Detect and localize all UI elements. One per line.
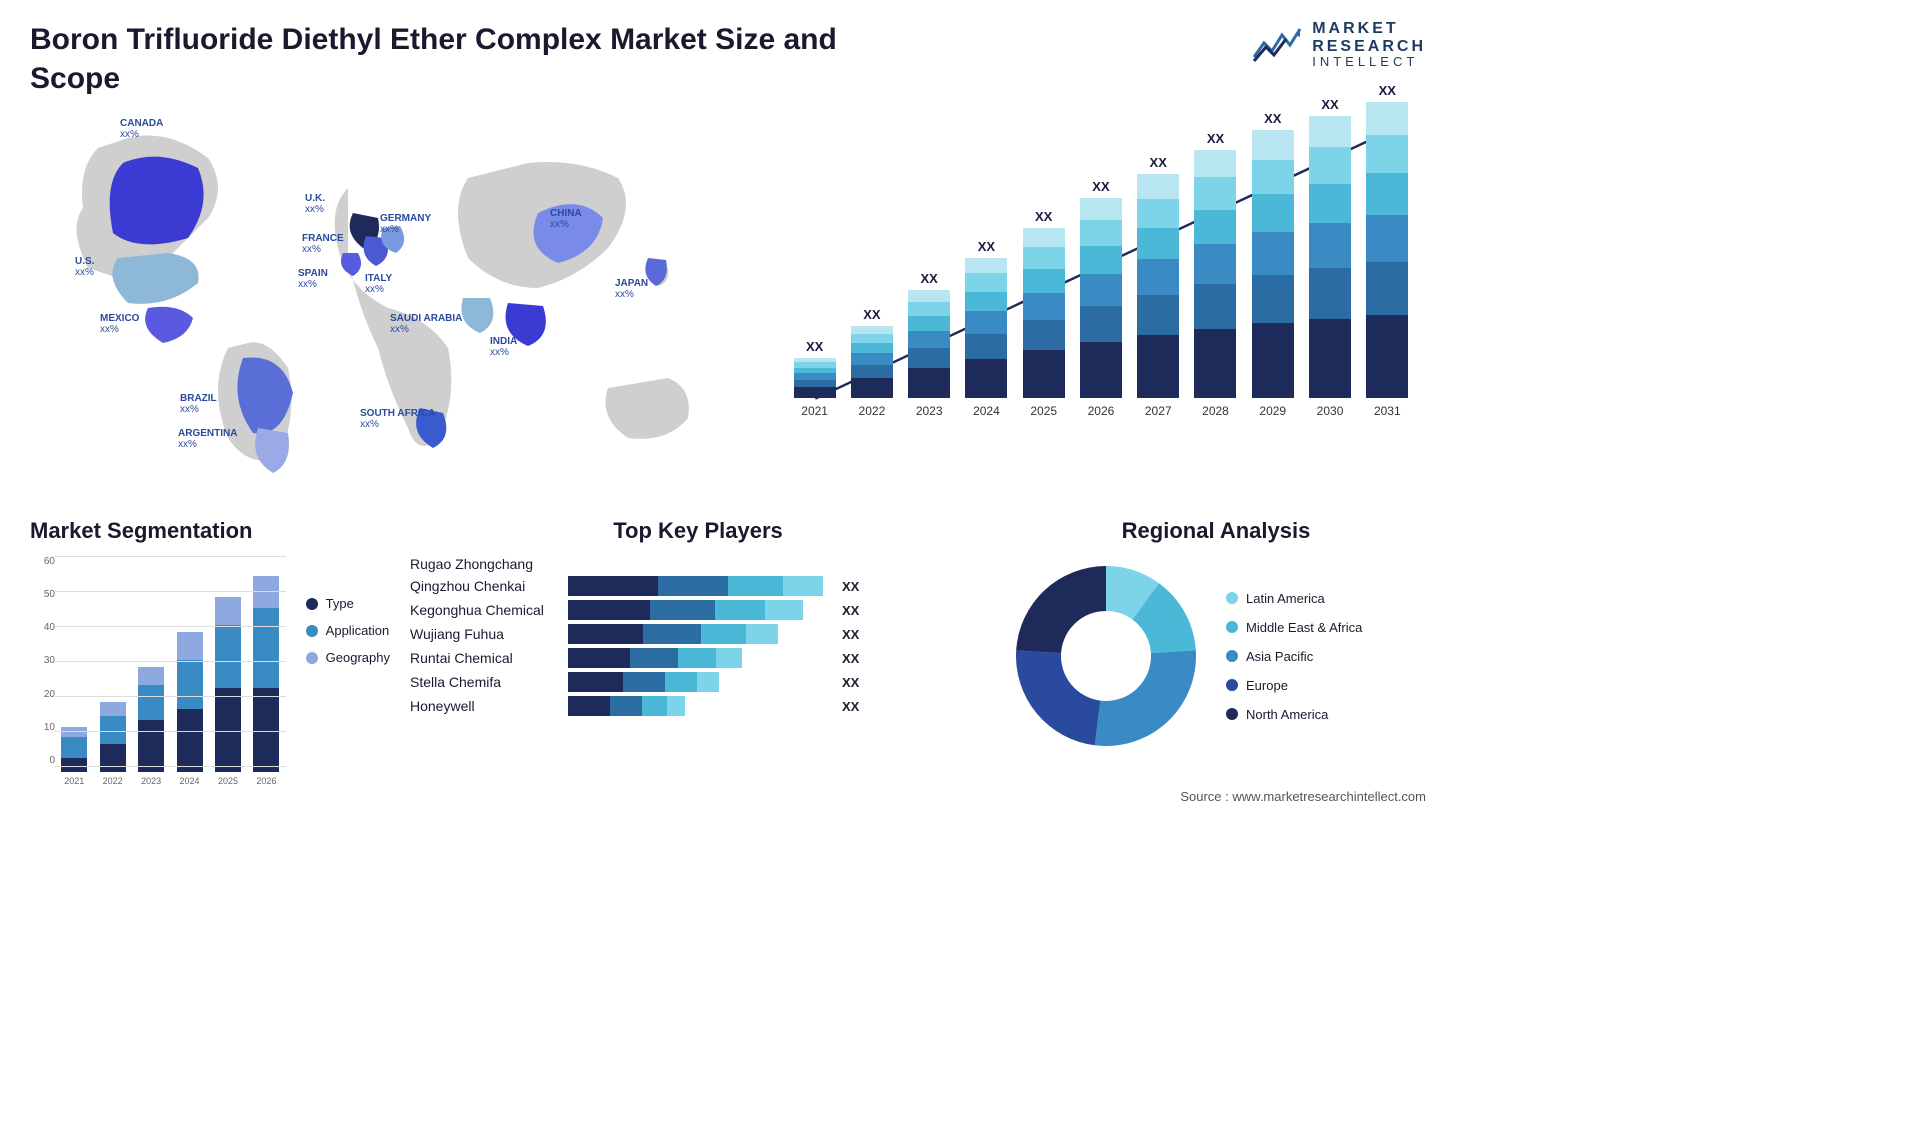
growth-bar: XX2029 [1244, 111, 1301, 418]
logo-text-1: MARKET [1312, 20, 1426, 38]
world-map-chart: CANADAxx% U.S.xx% MEXICOxx% BRAZILxx% ARGENT… [30, 108, 746, 493]
map-label: GERMANYxx% [380, 213, 431, 235]
player-row: Qingzhou ChenkaiXX [410, 576, 986, 596]
growth-bar: XX2025 [1015, 209, 1072, 418]
regional-donut-chart: Latin America Middle East & Africa Asia Pa… [1006, 556, 1406, 756]
growth-bar: XX2022 [843, 307, 900, 418]
growth-bar: XX2023 [901, 271, 958, 418]
legend-item: Application [306, 623, 390, 638]
growth-bar-chart: XX2021XX2022XX2023XX2024XX2025XX2026XX20… [776, 108, 1426, 493]
source-label: Source : www.marketresearchintellect.com [1180, 789, 1426, 804]
growth-bar: XX2024 [958, 239, 1015, 418]
map-label: ARGENTINAxx% [178, 428, 237, 450]
growth-bar: XX2028 [1187, 131, 1244, 418]
donut-slice [1095, 650, 1196, 746]
map-label: INDIAxx% [490, 336, 517, 358]
growth-bar: XX2027 [1130, 155, 1187, 418]
legend-item: Europe [1226, 678, 1362, 693]
growth-bar: XX2031 [1359, 83, 1416, 418]
map-label: SOUTH AFRICAxx% [360, 408, 435, 430]
players-chart: Rugao Zhongchang Qingzhou ChenkaiXX Kegong… [410, 556, 986, 716]
player-row: Rugao Zhongchang [410, 556, 986, 572]
map-label: U.S.xx% [75, 256, 94, 278]
legend-item: Geography [306, 650, 390, 665]
segmentation-title: Market Segmentation [30, 518, 390, 544]
map-label: CANADAxx% [120, 118, 163, 140]
player-row: Runtai ChemicalXX [410, 648, 986, 668]
donut-slice [1016, 650, 1100, 745]
legend-item: Asia Pacific [1226, 649, 1362, 664]
logo-icon [1252, 25, 1302, 65]
legend-item: North America [1226, 707, 1362, 722]
page-title: Boron Trifluoride Diethyl Ether Complex … [30, 20, 930, 98]
map-label: U.K.xx% [305, 193, 325, 215]
map-label: SAUDI ARABIAxx% [390, 313, 462, 335]
segmentation-chart: 6050403020100 202120222023202420252026 T… [30, 556, 390, 786]
legend-item: Type [306, 596, 390, 611]
growth-bar: XX2026 [1072, 179, 1129, 418]
logo-text-2: RESEARCH [1312, 38, 1426, 56]
map-label: CHINAxx% [550, 208, 582, 230]
map-label: MEXICOxx% [100, 313, 139, 335]
player-row: Stella ChemifaXX [410, 672, 986, 692]
growth-bar: XX2021 [786, 339, 843, 418]
map-label: FRANCExx% [302, 233, 344, 255]
players-title: Top Key Players [410, 518, 986, 544]
player-row: Wujiang FuhuaXX [410, 624, 986, 644]
legend-item: Middle East & Africa [1226, 620, 1362, 635]
brand-logo: MARKET RESEARCH INTELLECT [1252, 20, 1426, 69]
player-row: Kegonghua ChemicalXX [410, 600, 986, 620]
legend-item: Latin America [1226, 591, 1362, 606]
map-label: JAPANxx% [615, 278, 648, 300]
map-label: SPAINxx% [298, 268, 328, 290]
donut-slice [1016, 566, 1106, 653]
growth-bar: XX2030 [1301, 97, 1358, 418]
logo-text-3: INTELLECT [1312, 55, 1426, 69]
regional-title: Regional Analysis [1006, 518, 1426, 544]
player-row: HoneywellXX [410, 696, 986, 716]
map-label: ITALYxx% [365, 273, 392, 295]
map-label: BRAZILxx% [180, 393, 217, 415]
